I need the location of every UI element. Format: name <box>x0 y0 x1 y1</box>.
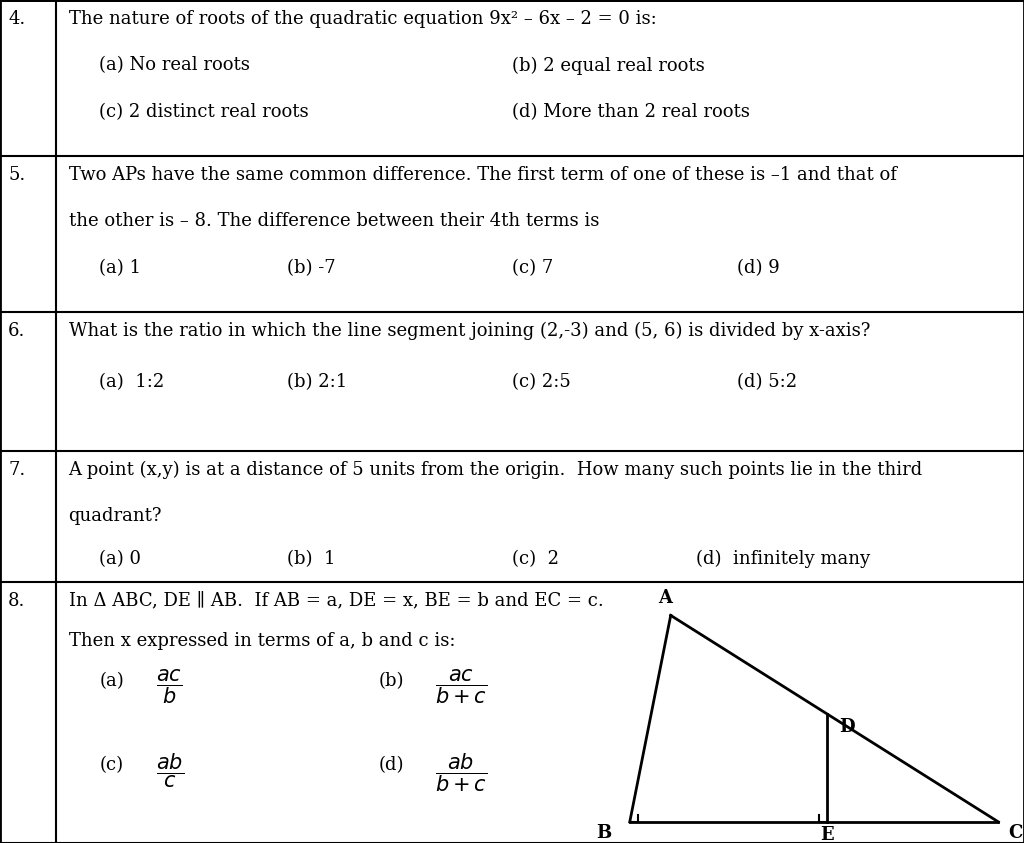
Text: (a) No real roots: (a) No real roots <box>99 56 250 74</box>
Text: $\dfrac{ab}{b+c}$: $\dfrac{ab}{b+c}$ <box>435 752 487 794</box>
Text: (d) 5:2: (d) 5:2 <box>737 373 798 390</box>
Text: 5.: 5. <box>8 166 26 184</box>
Text: (a) 1: (a) 1 <box>99 259 141 277</box>
Text: (b)  1: (b) 1 <box>287 550 335 567</box>
Text: Then x expressed in terms of a, b and c is:: Then x expressed in terms of a, b and c … <box>69 632 455 650</box>
Text: E: E <box>820 826 835 843</box>
Text: 7.: 7. <box>8 461 26 479</box>
Text: 4.: 4. <box>8 10 26 28</box>
Text: D: D <box>840 718 855 736</box>
Text: A point (x,y) is at a distance of 5 units from the origin.  How many such points: A point (x,y) is at a distance of 5 unit… <box>69 461 923 480</box>
Text: The nature of roots of the quadratic equation 9x² – 6x – 2 = 0 is:: The nature of roots of the quadratic equ… <box>69 10 656 28</box>
Text: (b) -7: (b) -7 <box>287 259 335 277</box>
Text: C: C <box>1009 824 1023 842</box>
Text: $\dfrac{ab}{c}$: $\dfrac{ab}{c}$ <box>156 752 183 791</box>
Text: (c)  2: (c) 2 <box>512 550 559 567</box>
Text: quadrant?: quadrant? <box>69 507 162 525</box>
Text: 8.: 8. <box>8 592 26 609</box>
Text: (a)  1:2: (a) 1:2 <box>99 373 165 390</box>
Text: (b): (b) <box>379 672 404 690</box>
Text: (b) 2:1: (b) 2:1 <box>287 373 347 390</box>
Text: B: B <box>596 824 611 842</box>
Text: (c) 2:5: (c) 2:5 <box>512 373 570 390</box>
Text: (d)  infinitely many: (d) infinitely many <box>696 550 870 568</box>
Text: (d): (d) <box>379 756 404 774</box>
Text: (c): (c) <box>99 756 124 774</box>
Text: In Δ ABC, DE ∥ AB.  If AB = a, DE = x, BE = b and EC = c.: In Δ ABC, DE ∥ AB. If AB = a, DE = x, BE… <box>69 592 603 609</box>
Text: (a): (a) <box>99 672 124 690</box>
Text: (d) 9: (d) 9 <box>737 259 780 277</box>
Text: (b) 2 equal real roots: (b) 2 equal real roots <box>512 56 705 75</box>
Text: A: A <box>658 589 673 607</box>
Text: $\dfrac{ac}{b+c}$: $\dfrac{ac}{b+c}$ <box>435 668 487 706</box>
Text: the other is – 8. The difference between their 4th terms is: the other is – 8. The difference between… <box>69 212 599 230</box>
Text: (d) More than 2 real roots: (d) More than 2 real roots <box>512 103 750 121</box>
Text: 6.: 6. <box>8 322 26 340</box>
Text: $\dfrac{ac}{b}$: $\dfrac{ac}{b}$ <box>156 668 182 706</box>
Text: (c) 7: (c) 7 <box>512 259 553 277</box>
Text: (a) 0: (a) 0 <box>99 550 141 567</box>
Text: What is the ratio in which the line segment joining (2,-3) and (5, 6) is divided: What is the ratio in which the line segm… <box>69 322 870 341</box>
Text: (c) 2 distinct real roots: (c) 2 distinct real roots <box>99 103 309 121</box>
Text: Two APs have the same common difference. The first term of one of these is –1 an: Two APs have the same common difference.… <box>69 166 896 184</box>
